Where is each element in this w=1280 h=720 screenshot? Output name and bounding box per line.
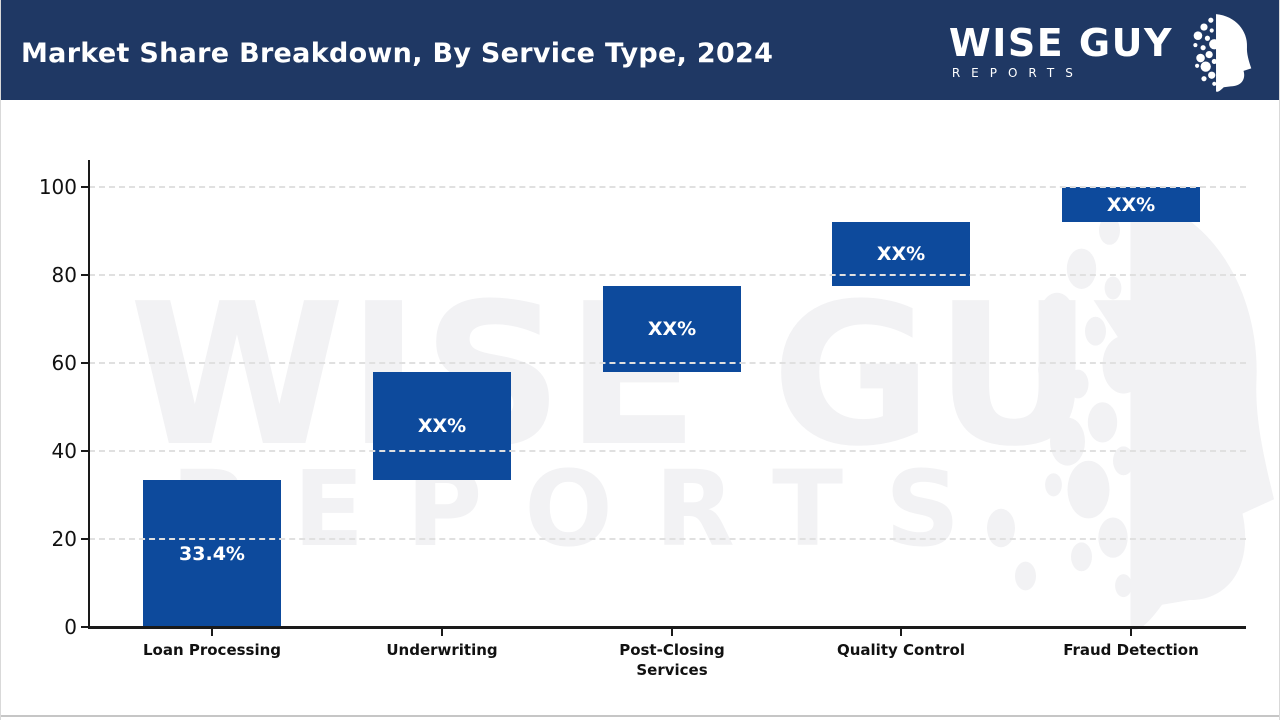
y-tick-mark-80: [81, 274, 89, 276]
bar-loan-processing: 33.4%: [143, 480, 281, 627]
bar-post-closing-services: XX%: [603, 286, 741, 372]
bar-value-label-loan-processing: 33.4%: [179, 542, 245, 565]
y-tick-mark-0: [81, 626, 89, 628]
y-tick-mark-40: [81, 450, 89, 452]
y-tick-label-40: 40: [51, 439, 77, 463]
x-tick-label-underwriting: Underwriting: [386, 641, 498, 659]
x-tick-mark-fraud-detection: [1130, 629, 1132, 636]
y-tick-label-0: 0: [64, 615, 77, 639]
watermark-subtitle: REPORTS: [171, 448, 1003, 570]
x-tick-label-loan-processing: Loan Processing: [142, 641, 282, 659]
logo-text: WISE GUY REPORTS: [949, 24, 1173, 80]
header-band: Market Share Breakdown, By Service Type,…: [1, 0, 1279, 100]
y-tick-mark-100: [81, 186, 89, 188]
bar-value-label-quality-control: XX%: [876, 243, 926, 266]
bar-value-label-fraud-detection: XX%: [1106, 193, 1156, 216]
bar-underwriting: XX%: [373, 371, 511, 481]
y-tick-label-60: 60: [51, 351, 77, 375]
x-tick-mark-underwriting: [441, 629, 443, 636]
gridline-20: [89, 538, 1246, 540]
x-tick-mark-loan-processing: [211, 629, 213, 636]
x-tick-label-post-closing-services: Post-Closing Services: [619, 641, 725, 680]
chart-title: Market Share Breakdown, By Service Type,…: [21, 37, 774, 69]
y-tick-mark-20: [81, 538, 89, 540]
x-tick-mark-post-closing-services: [671, 629, 673, 636]
x-tick-mark-quality-control: [900, 629, 902, 636]
logo-subtitle: REPORTS: [951, 66, 1084, 80]
x-tick-label-quality-control: Quality Control: [836, 641, 965, 659]
gridline-100: [89, 186, 1246, 188]
bar-quality-control: XX%: [832, 222, 970, 286]
y-tick-mark-60: [81, 362, 89, 364]
gridline-60: [89, 362, 1246, 364]
x-tick-label-fraud-detection: Fraud Detection: [1063, 641, 1199, 659]
watermark-head-icon: [987, 196, 1274, 631]
y-tick-label-100: 100: [38, 175, 77, 199]
bar-value-label-underwriting: XX%: [417, 414, 467, 437]
footer-divider: [1, 715, 1279, 717]
gridline-80: [89, 274, 1246, 276]
x-axis-line: [88, 626, 1246, 629]
bar-fraud-detection: XX%: [1062, 187, 1200, 223]
wiseguy-logo: WISE GUY REPORTS: [949, 9, 1253, 95]
bar-value-label-post-closing-services: XX%: [647, 317, 697, 340]
y-tick-label-80: 80: [51, 263, 77, 287]
logo-wordmark: WISE GUY: [948, 21, 1173, 65]
gridline-40: [89, 450, 1246, 452]
y-tick-label-20: 20: [51, 527, 77, 551]
y-axis-line: [88, 160, 90, 629]
wiseguy-head-icon: [1193, 14, 1252, 92]
